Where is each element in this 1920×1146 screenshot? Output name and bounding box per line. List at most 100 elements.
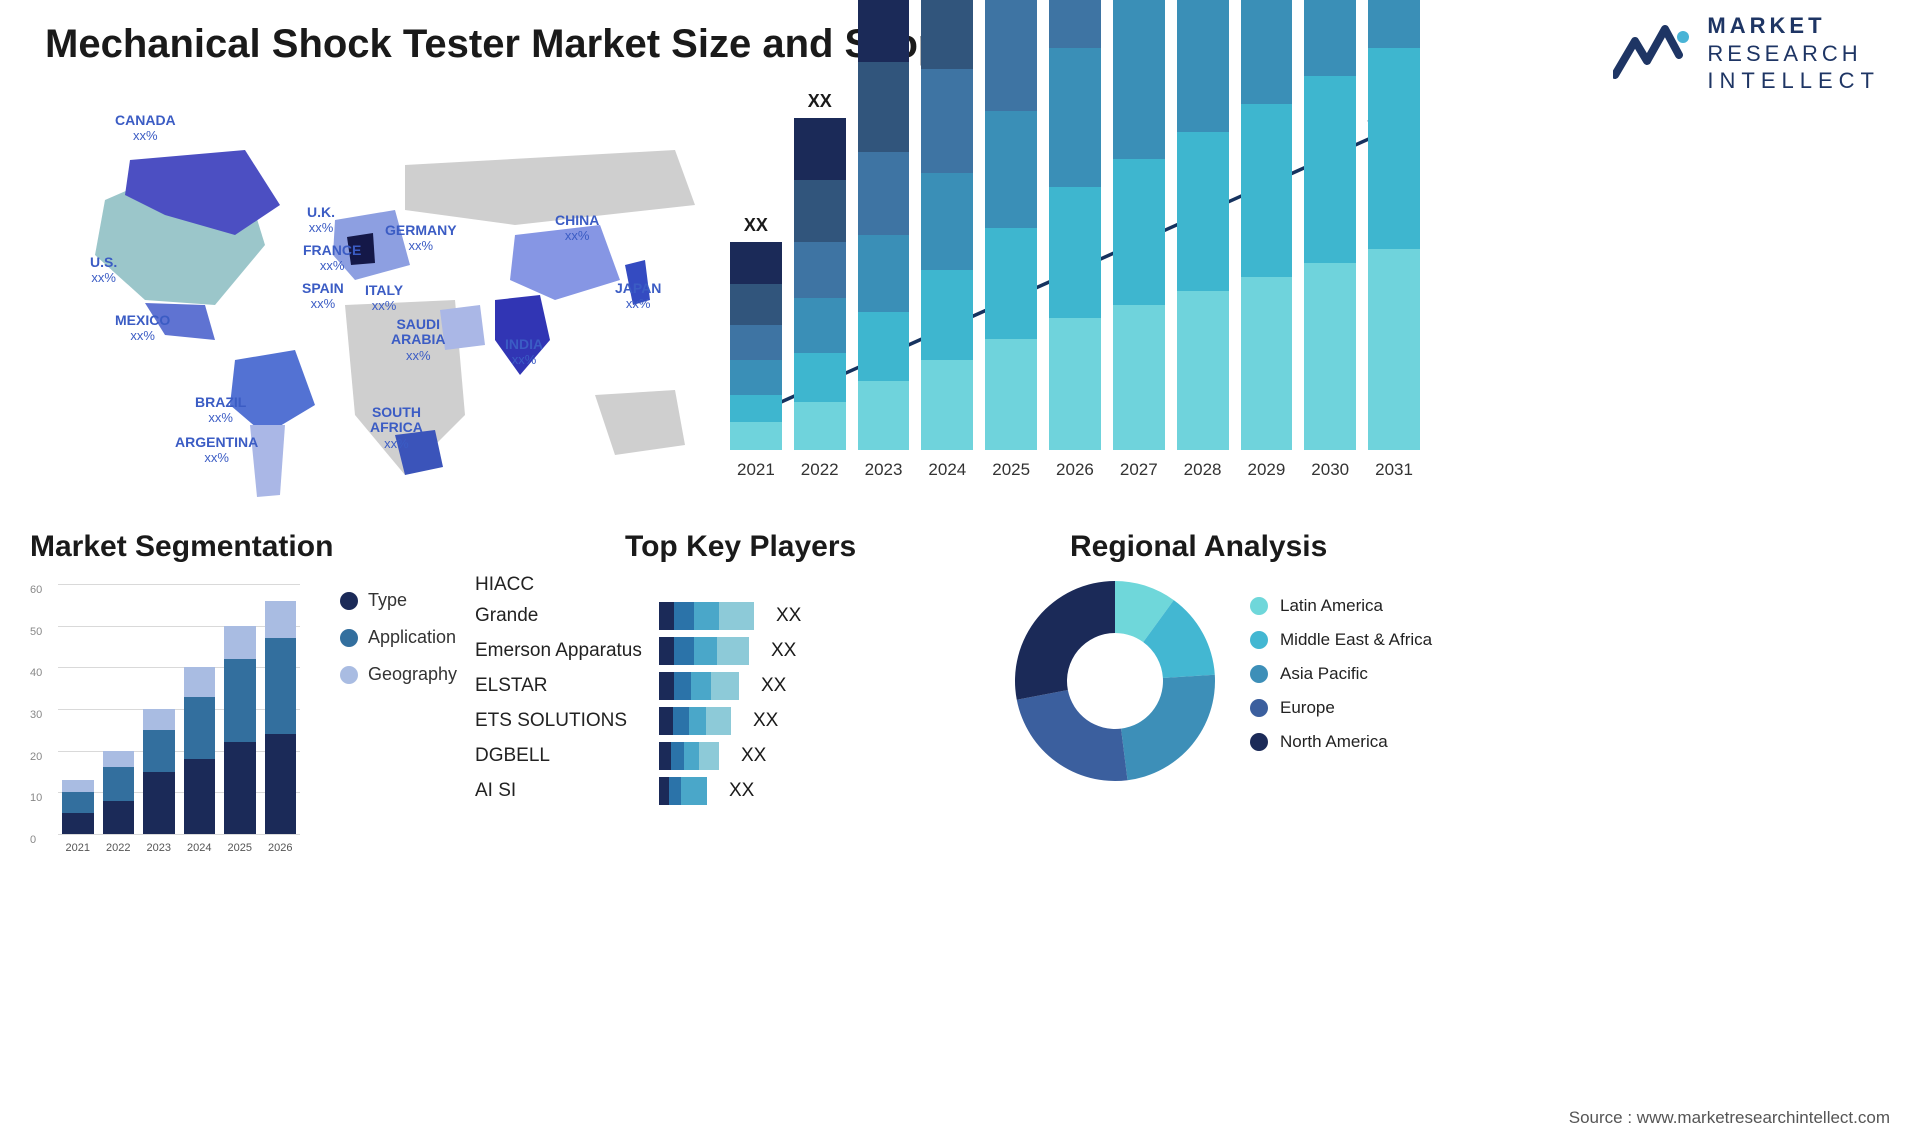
growth-bar-value: XX [744, 215, 768, 236]
growth-year-label: 2029 [1241, 460, 1293, 480]
key-player-row: DGBELLXX [475, 742, 995, 770]
growth-segment [1368, 48, 1420, 249]
growth-bar-2027: XX [1113, 0, 1165, 450]
source-attribution: Source : www.marketresearchintellect.com [1569, 1108, 1890, 1128]
map-label-italy: ITALYxx% [365, 283, 403, 314]
key-player-row: AI SIXX [475, 777, 995, 805]
seg-ytick: 0 [30, 834, 36, 846]
key-player-bar [659, 742, 719, 770]
seg-year-label: 2022 [103, 842, 135, 854]
growth-segment [858, 312, 910, 381]
seg-year-label: 2023 [143, 842, 175, 854]
growth-segment [1304, 76, 1356, 263]
regional-legend-item: North America [1250, 732, 1432, 752]
seg-segment [103, 767, 135, 800]
map-region-russia [405, 150, 695, 225]
growth-segment [1304, 263, 1356, 450]
logo-text-1: MARKET [1707, 12, 1880, 40]
key-player-label: ELSTAR [475, 675, 645, 697]
seg-gridline [58, 834, 300, 835]
brand-logo: MARKET RESEARCH INTELLECT [1613, 12, 1880, 95]
segmentation-title: Market Segmentation [30, 530, 460, 564]
seg-segment [62, 792, 94, 813]
regional-legend-item: Middle East & Africa [1250, 630, 1432, 650]
growth-segment [730, 422, 782, 450]
growth-year-label: 2025 [985, 460, 1037, 480]
seg-segment [265, 601, 297, 639]
seg-legend-label: Application [368, 627, 456, 648]
key-player-value: XX [741, 745, 766, 767]
seg-year-label: 2026 [265, 842, 297, 854]
growth-year-label: 2022 [794, 460, 846, 480]
regional-section: Regional Analysis Latin AmericaMiddle Ea… [1010, 530, 1440, 786]
legend-dot-icon [1250, 665, 1268, 683]
growth-bar-2024: XX [921, 0, 973, 450]
growth-segment [1241, 277, 1293, 450]
world-map: CANADAxx% U.S.xx% MEXICOxx% BRAZILxx% ARGENT… [35, 105, 715, 505]
regional-legend-item: Asia Pacific [1250, 664, 1432, 684]
map-label-us: U.S.xx% [90, 255, 117, 286]
key-player-row: ELSTAR XX [475, 672, 995, 700]
growth-segment [1049, 187, 1101, 319]
seg-legend-item: Application [340, 627, 457, 648]
regional-legend-item: Latin America [1250, 596, 1432, 616]
seg-year-label: 2025 [224, 842, 256, 854]
growth-segment [1113, 159, 1165, 304]
growth-bar-2022: XX [794, 91, 846, 450]
key-player-segment [659, 637, 674, 665]
growth-bar-2030: XX [1304, 0, 1356, 450]
growth-segment [794, 118, 846, 180]
logo-text-2: RESEARCH [1707, 40, 1880, 68]
key-player-segment [669, 777, 681, 805]
map-label-canada: CANADAxx% [115, 113, 176, 144]
legend-dot-icon [340, 629, 358, 647]
growth-segment [858, 235, 910, 311]
regional-legend-label: Latin America [1280, 596, 1383, 616]
seg-segment [184, 667, 216, 696]
key-player-segment [659, 742, 671, 770]
map-label-mexico: MEXICOxx% [115, 313, 170, 344]
map-label-brazil: BRAZILxx% [195, 395, 246, 426]
growth-bar-value: XX [808, 91, 832, 112]
growth-year-label: 2026 [1049, 460, 1101, 480]
key-player-segment [659, 602, 674, 630]
key-player-segment [681, 777, 707, 805]
map-region-saudi [440, 305, 485, 350]
key-player-row: ETS SOLUTIONSXX [475, 707, 995, 735]
logo-swoosh-icon [1613, 21, 1693, 85]
seg-segment [103, 751, 135, 768]
key-player-value: XX [761, 675, 786, 697]
key-player-segment [689, 707, 706, 735]
growth-segment [921, 69, 973, 173]
key-player-segment [674, 602, 694, 630]
growth-segment [1049, 318, 1101, 450]
key-player-top: HIACC [475, 574, 995, 596]
growth-bar-2029: XX [1241, 0, 1293, 450]
growth-segment [730, 284, 782, 326]
key-player-label: AI SI [475, 780, 645, 802]
map-label-argentina: ARGENTINAxx% [175, 435, 258, 466]
growth-segment [1049, 48, 1101, 186]
key-players-section: Top Key Players HIACC GrandeXXEmerson Ap… [475, 530, 995, 812]
growth-segment [794, 298, 846, 353]
regional-donut-chart [1010, 576, 1220, 786]
seg-segment [143, 709, 175, 730]
growth-bar-2028: XX [1177, 0, 1229, 450]
key-player-segment [699, 742, 719, 770]
growth-segment [858, 152, 910, 235]
map-region-aus [595, 390, 685, 455]
seg-segment [224, 659, 256, 742]
seg-segment [224, 742, 256, 834]
regional-legend-label: Asia Pacific [1280, 664, 1368, 684]
growth-segment [730, 360, 782, 395]
seg-bar-2022 [103, 751, 135, 834]
segmentation-legend: TypeApplicationGeography [340, 590, 457, 701]
seg-legend-label: Geography [368, 664, 457, 685]
growth-segment [1177, 132, 1229, 291]
seg-ytick: 20 [30, 751, 42, 763]
key-player-label: Grande [475, 605, 645, 627]
growth-segment [794, 180, 846, 242]
seg-year-label: 2021 [62, 842, 94, 854]
growth-year-label: 2028 [1177, 460, 1229, 480]
growth-bar-2031: XX [1368, 0, 1420, 450]
